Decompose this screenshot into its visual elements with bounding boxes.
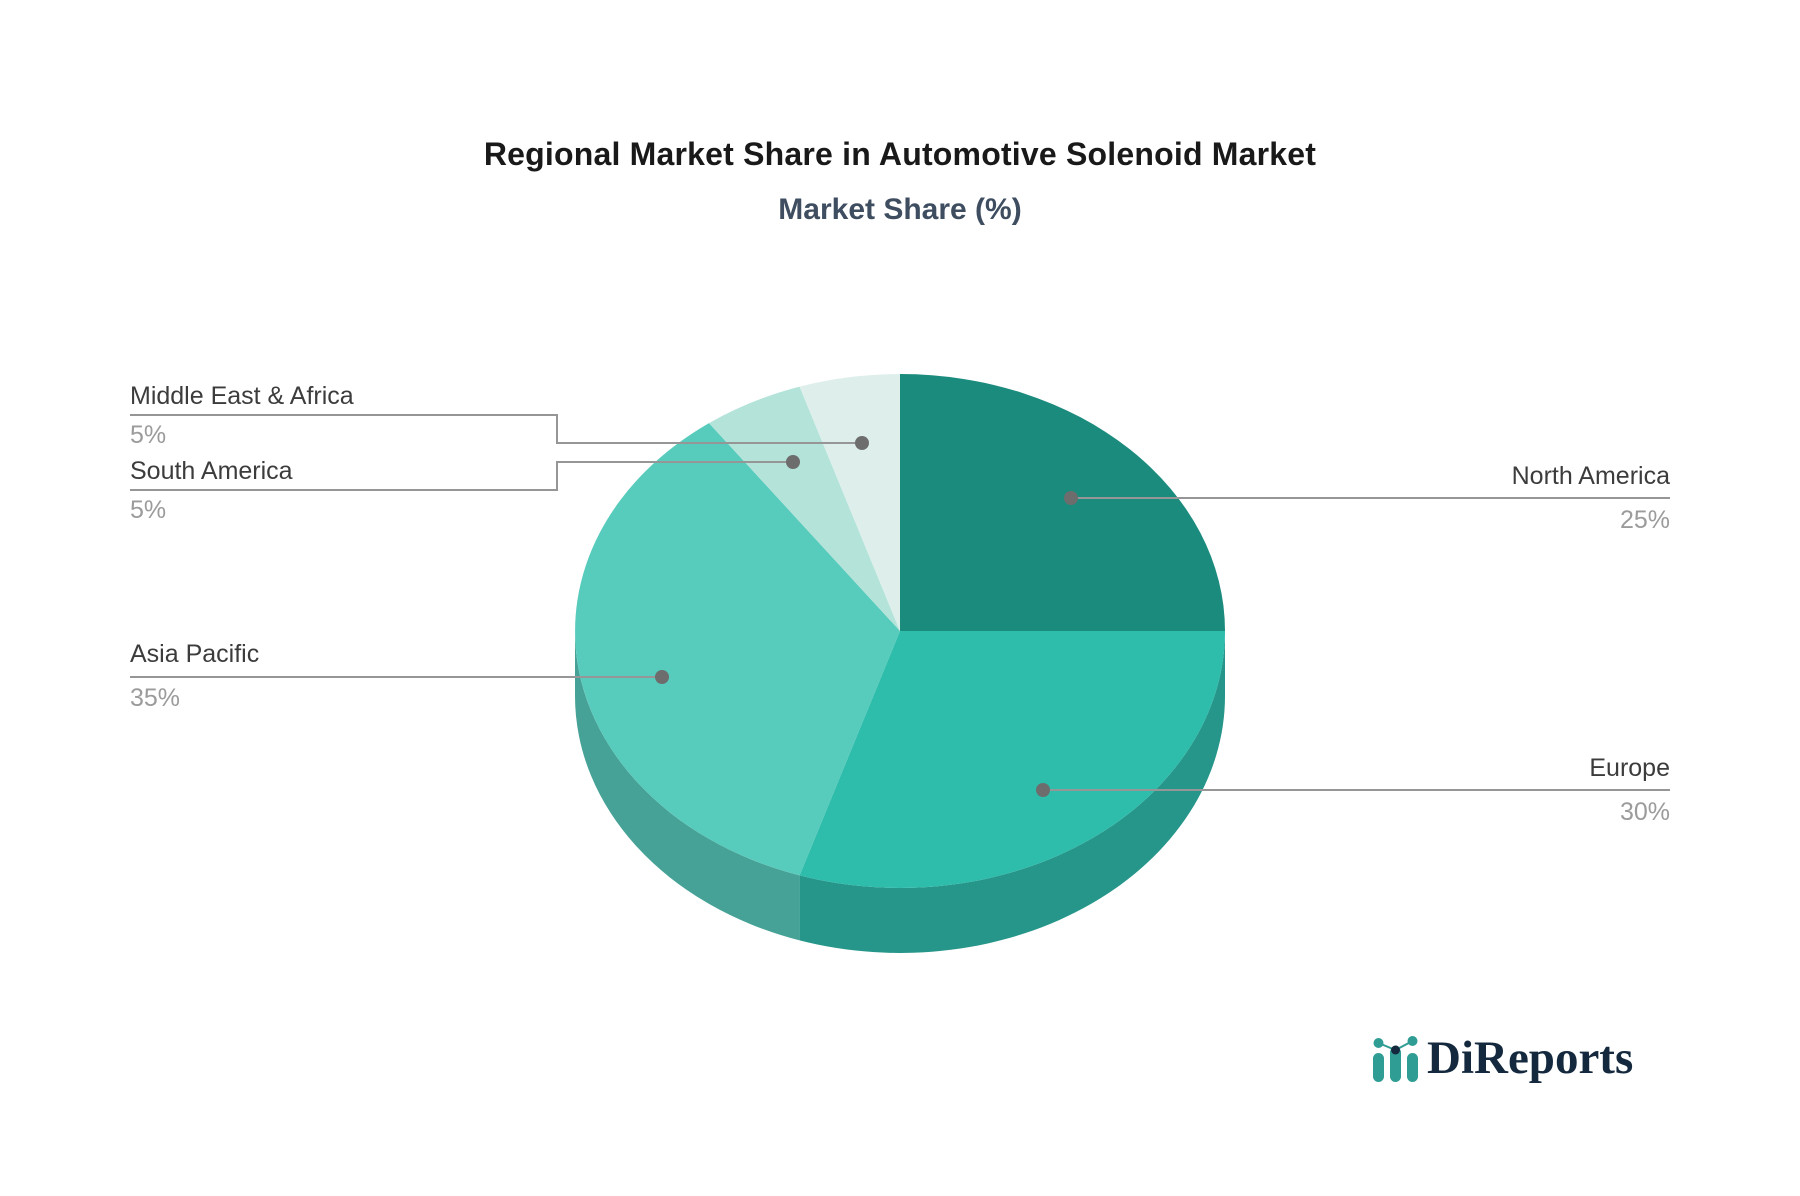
pie-slice-middle-east-africa [799,374,900,631]
chart-subtitle: Market Share (%) [778,193,1022,226]
bar-chart-logo-icon [1373,1036,1418,1082]
callout-label-europe: Europe [1589,754,1670,782]
leader-line-middle-east-africa [130,414,862,444]
callout-label-middle-east-africa: Middle East & Africa [130,382,354,410]
pie-slice-side-europe [799,631,1225,953]
callout-label-south-america: South America [130,457,293,485]
callout-value-north-america: 25% [1619,506,1670,534]
callout-label-asia-pacific: Asia Pacific [130,640,260,668]
pie-slice-north-america [900,374,1225,631]
pie-slice-side-asia-pacific [575,631,800,941]
pie-slice-south-america [709,386,900,631]
leader-dots [655,436,1078,797]
pie-slices [575,374,1225,953]
logo-bars [1373,1047,1418,1082]
chart-title: Regional Market Share in Automotive Sole… [483,136,1317,172]
direports-logo: DiReports [1372,1032,1633,1084]
callout-value-asia-pacific: 35% [130,684,181,712]
pie-slice-europe [799,631,1225,888]
logo-dot-right [1407,1036,1418,1046]
leader-lines [130,414,1670,791]
pie-slice-asia-pacific [575,423,900,876]
logo-dot-left [1373,1038,1384,1048]
callout-label-north-america: North America [1511,462,1670,490]
leader-dot-south-america [786,455,800,469]
logo-text: DiReports [1427,1032,1634,1084]
leader-dot-asia-pacific [655,670,669,684]
leader-line-south-america [130,461,793,491]
leader-dot-middle-east-africa [855,436,869,450]
callout-value-middle-east-africa: 5% [130,421,167,449]
callout-value-europe: 30% [1619,798,1670,826]
callout-value-south-america: 5% [130,496,167,524]
leader-dot-north-america [1064,491,1078,505]
leader-dot-europe [1036,783,1050,797]
logo-dot-mid [1391,1045,1400,1055]
